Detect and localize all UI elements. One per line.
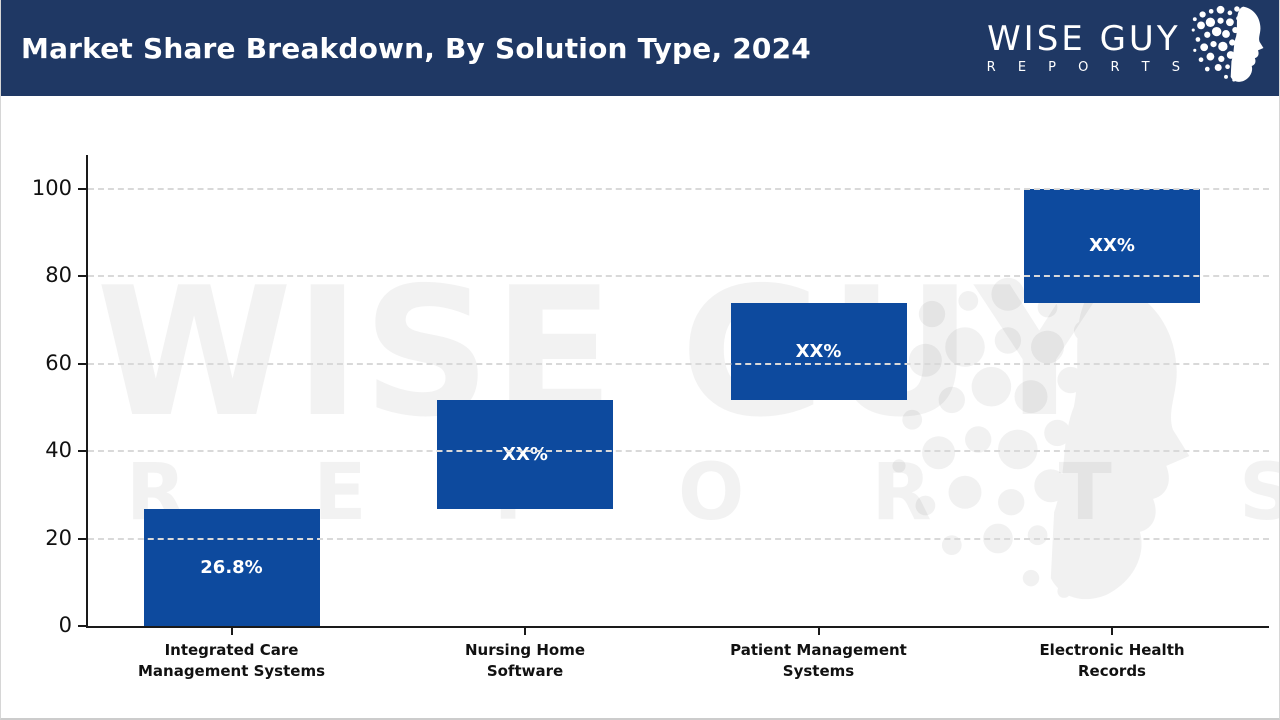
y-axis-tick-label: 40 (45, 438, 72, 462)
bar-value-label: XX% (795, 340, 842, 362)
y-axis-tick-label: 80 (45, 263, 72, 287)
header-banner: Market Share Breakdown, By Solution Type… (1, 0, 1279, 96)
brand-logo: WISE GUY R E P O R T S (983, 5, 1265, 91)
x-axis-tick (817, 628, 820, 635)
brand-logo-text: WISE GUY R E P O R T S (983, 22, 1185, 74)
gridline (88, 187, 1269, 190)
brand-subtitle: R E P O R T S (986, 60, 1189, 75)
y-axis-tick (78, 187, 86, 190)
x-axis-tick (524, 628, 526, 635)
gridline (88, 275, 1269, 277)
bar-segment: XX% (437, 399, 613, 509)
chart-area: WISE GUY R E P O R T S 26.8% XX% XX% XX% 0 20… (1, 96, 1279, 718)
y-axis-tick-label: 60 (45, 350, 72, 375)
brand-face-icon (1191, 5, 1264, 82)
brand-name: WISE GUY (987, 19, 1181, 59)
y-axis-tick (78, 537, 86, 540)
bar-segment: XX% (730, 303, 907, 400)
bar-value-label: XX% (1089, 235, 1135, 257)
category-label-line: Systems (782, 662, 855, 680)
bar-segment: 26.8% (143, 508, 320, 626)
category-label-line: Nursing Home (465, 641, 585, 659)
category-label-line: Integrated Care (164, 641, 299, 659)
bar-segment: XX% (1024, 188, 1200, 304)
x-axis-spine (86, 626, 1269, 628)
gridline (88, 450, 1269, 452)
category-label: Integrated Care Management Systems (82, 640, 382, 682)
y-axis-tick (78, 450, 86, 452)
category-label-line: Patient Management (730, 641, 907, 659)
gridline (88, 362, 1269, 365)
category-label-line: Electronic Health (1039, 641, 1185, 659)
y-axis-tick-label: 20 (45, 525, 72, 550)
category-label-line: Software (486, 662, 564, 680)
bar-value-label: 26.8% (200, 556, 263, 578)
x-axis-tick (1111, 628, 1113, 635)
y-axis-tick-label: 100 (31, 175, 72, 200)
y-axis-tick (78, 275, 86, 277)
y-axis-tick (78, 625, 86, 627)
category-label: Nursing Home Software (375, 640, 675, 682)
y-axis-spine (86, 155, 88, 628)
category-label: Electronic Health Records (962, 640, 1262, 682)
y-axis-tick (78, 362, 86, 365)
y-axis-tick-label: 0 (58, 613, 72, 637)
gridline (88, 537, 1269, 540)
x-axis-tick (230, 628, 233, 635)
category-label-line: Records (1078, 662, 1146, 680)
bar-value-label: XX% (502, 443, 548, 465)
page-title: Market Share Breakdown, By Solution Type… (21, 31, 811, 65)
category-label: Patient Management Systems (669, 640, 969, 682)
category-label-line: Management Systems (137, 662, 326, 680)
